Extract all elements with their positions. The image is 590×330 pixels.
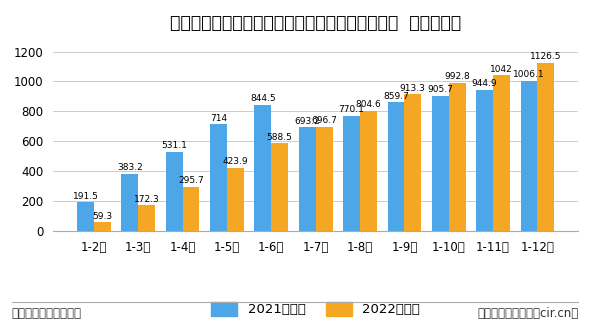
Text: 59.3: 59.3: [92, 212, 112, 221]
Bar: [271, 143, 288, 231]
Bar: [210, 124, 227, 231]
Bar: [299, 127, 316, 231]
Legend: 2021年产量, 2022年产量: 2021年产量, 2022年产量: [211, 302, 420, 316]
Text: 423.9: 423.9: [222, 157, 248, 166]
Text: 770.1: 770.1: [339, 105, 365, 115]
Bar: [77, 202, 94, 231]
Text: 191.5: 191.5: [73, 192, 99, 201]
Bar: [520, 81, 537, 231]
Text: 905.7: 905.7: [427, 85, 453, 94]
Text: 944.9: 944.9: [472, 79, 497, 88]
Text: 383.2: 383.2: [117, 163, 143, 172]
Bar: [404, 94, 421, 231]
Text: 844.5: 844.5: [250, 94, 276, 103]
Text: 693.2: 693.2: [294, 117, 320, 126]
Bar: [476, 90, 493, 231]
Title: 河南省房间空气调节器产量分月（累计值）统计图  单位：万台: 河南省房间空气调节器产量分月（累计值）统计图 单位：万台: [170, 15, 461, 32]
Bar: [254, 105, 271, 231]
Text: 数据来源：国家统计局: 数据来源：国家统计局: [12, 307, 82, 320]
Bar: [343, 116, 360, 231]
Text: 1042: 1042: [490, 65, 513, 74]
Text: 172.3: 172.3: [134, 195, 159, 204]
Text: 696.7: 696.7: [311, 116, 337, 125]
Text: 制图：产业调研网（cir.cn）: 制图：产业调研网（cir.cn）: [477, 307, 578, 320]
Bar: [432, 96, 449, 231]
Bar: [227, 168, 244, 231]
Bar: [537, 63, 555, 231]
Bar: [316, 127, 333, 231]
Bar: [493, 75, 510, 231]
Bar: [388, 102, 404, 231]
Text: 588.5: 588.5: [267, 133, 293, 142]
Text: 913.3: 913.3: [400, 84, 426, 93]
Bar: [360, 111, 377, 231]
Text: 531.1: 531.1: [161, 141, 187, 150]
Bar: [182, 187, 199, 231]
Text: 859.7: 859.7: [383, 92, 409, 101]
Bar: [122, 174, 138, 231]
Bar: [138, 205, 155, 231]
Text: 295.7: 295.7: [178, 176, 204, 185]
Text: 714: 714: [210, 114, 227, 123]
Bar: [166, 151, 182, 231]
Text: 992.8: 992.8: [444, 72, 470, 81]
Text: 804.6: 804.6: [356, 100, 381, 109]
Text: 1006.1: 1006.1: [513, 70, 545, 79]
Text: 1126.5: 1126.5: [530, 52, 562, 61]
Bar: [94, 222, 111, 231]
Bar: [449, 82, 466, 231]
